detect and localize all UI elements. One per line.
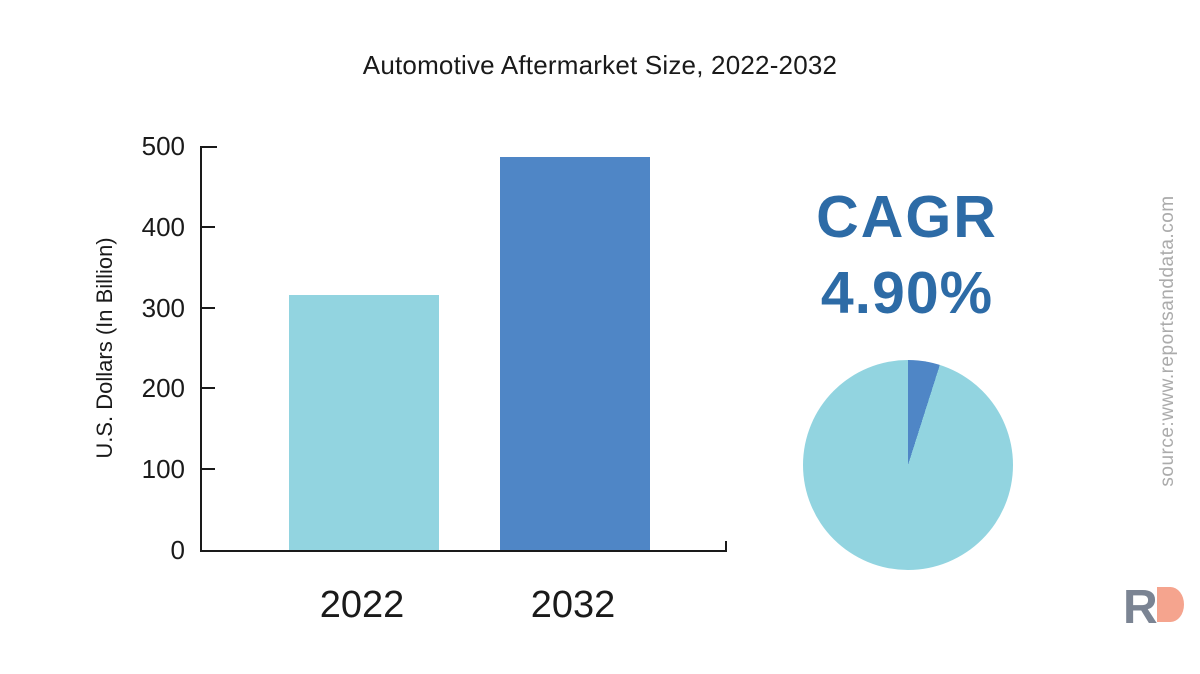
y-tick-mark [202,225,215,228]
logo-letter-r: R [1123,581,1158,634]
cagr-callout: CAGR 4.90% [787,188,1027,323]
y-tick-label: 0 [170,535,185,565]
bar-2032 [500,157,650,550]
y-tick-mark [202,306,215,309]
cagr-value: 4.90% [820,260,994,326]
cagr-pie-chart [803,360,1013,570]
x-tick-label-2022: 2022 [319,584,405,626]
y-tick-mark [202,387,215,390]
brand-logo: R [1123,581,1184,634]
chart-title: Automotive Aftermarket Size, 2022-2032 [362,50,838,80]
axis-right-cap [725,541,727,550]
axis-top-cap [202,146,217,148]
cagr-label: CAGR [816,184,998,250]
y-tick-label: 500 [141,131,185,161]
y-tick-label: 100 [141,454,185,485]
y-tick-labels: 0 100 200 300 400 500 [92,133,192,563]
source-attribution: source:www.reportsanddata.com [1157,195,1178,487]
y-tick-label: 200 [141,373,185,404]
y-tick-label: 400 [141,211,185,242]
y-tick-label: 300 [141,292,185,323]
y-tick-mark [202,468,215,471]
bar-2022 [289,295,439,550]
x-tick-label-2032: 2032 [530,584,616,626]
logo-d-icon [1156,587,1184,622]
plot-area [200,146,727,552]
